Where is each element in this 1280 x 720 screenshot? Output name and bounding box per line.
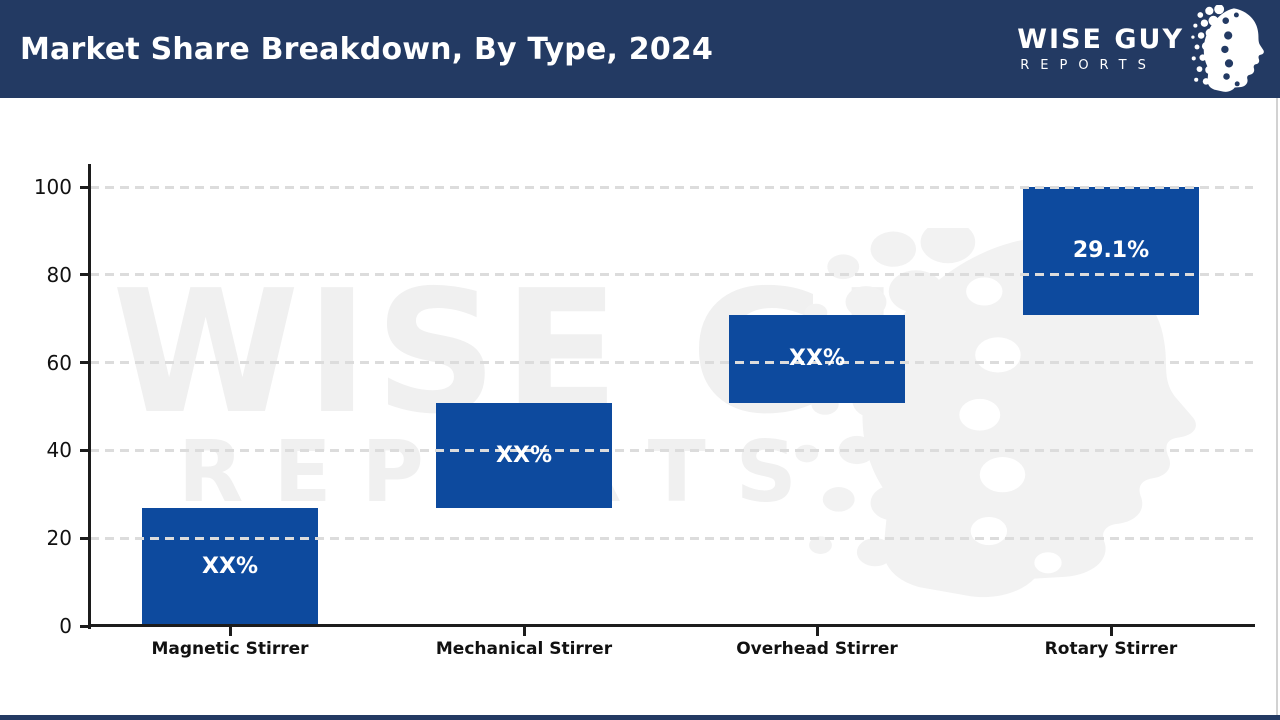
chart-right-border (1276, 98, 1278, 715)
x-axis-line (88, 624, 1255, 627)
x-label-rotary-stirrer: Rotary Stirrer (1044, 639, 1178, 659)
y-tick-mark-20 (80, 536, 89, 540)
bar-overhead-stirrer (729, 314, 905, 404)
bar-magnetic-stirrer (142, 508, 318, 626)
page-title: Market Share Breakdown, By Type, 2024 (20, 31, 714, 67)
brand-logo: WISE GUY REPORTS (1017, 5, 1270, 93)
gridline-80 (90, 273, 1253, 277)
brand-face-icon (1191, 5, 1264, 92)
bar-label-mechanical-stirrer: XX% (496, 442, 552, 468)
y-tick-label-100: 100 (33, 175, 72, 199)
gridline-60 (90, 361, 1253, 365)
y-tick-mark-0 (80, 624, 89, 628)
brand-logo-text: WISE GUY REPORTS (1017, 26, 1184, 73)
brand-subtitle: REPORTS (1020, 57, 1157, 73)
gridline-100 (90, 185, 1253, 189)
footer-accent-bar (0, 715, 1280, 720)
bar-label-magnetic-stirrer: XX% (202, 554, 258, 580)
brand-name: WISE GUY (1017, 23, 1184, 55)
x-label-magnetic-stirrer: Magnetic Stirrer (151, 639, 309, 659)
y-tick-label-0: 0 (59, 614, 72, 638)
watermark-face-icon (793, 228, 1196, 598)
y-tick-mark-40 (80, 448, 89, 452)
gridline-40 (90, 448, 1253, 452)
y-tick-label-40: 40 (46, 438, 72, 463)
bar-label-overhead-stirrer: XX% (789, 346, 845, 372)
x-tick-mark-magnetic-stirrer (228, 627, 232, 636)
y-tick-label-80: 80 (46, 262, 72, 287)
bar-mechanical-stirrer (436, 403, 612, 509)
y-axis-line (88, 164, 91, 629)
y-tick-mark-80 (80, 273, 89, 277)
x-tick-mark-mechanical-stirrer (522, 627, 526, 636)
y-tick-label-20: 20 (46, 526, 72, 551)
bar-rotary-stirrer (1023, 187, 1199, 315)
header-banner: Market Share Breakdown, By Type, 2024 WI… (0, 0, 1280, 98)
bar-label-rotary-stirrer: 29.1% (1072, 237, 1150, 263)
x-tick-mark-rotary-stirrer (1109, 627, 1113, 636)
x-label-overhead-stirrer: Overhead Stirrer (736, 639, 898, 659)
gridline-20 (90, 536, 1253, 540)
x-tick-mark-overhead-stirrer (815, 627, 819, 636)
y-tick-mark-100 (80, 185, 89, 189)
y-tick-label-60: 60 (46, 350, 72, 375)
y-tick-mark-60 (80, 361, 89, 365)
x-label-mechanical-stirrer: Mechanical Stirrer (435, 639, 613, 659)
